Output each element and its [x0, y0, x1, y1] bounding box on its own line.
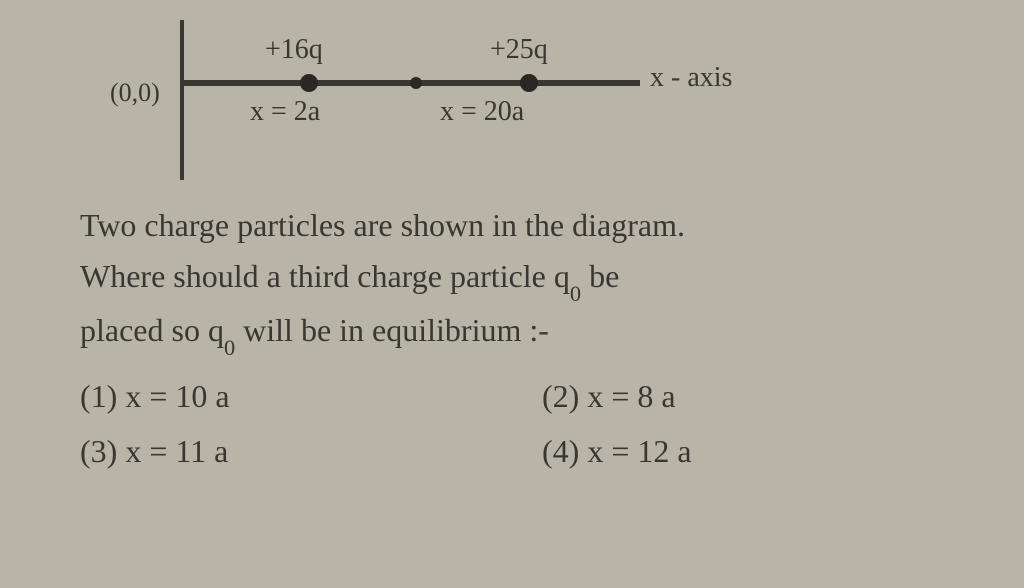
charge-1-label: +16q [265, 34, 323, 66]
question-line-1: Two charge particles are shown in the di… [80, 200, 964, 251]
x-axis-label: x - axis [650, 62, 732, 94]
option-1: (1) x = 10 a [80, 378, 502, 415]
origin-label: (0,0) [110, 78, 160, 108]
question-line-3: placed so q0 will be in equilibrium :- [80, 305, 964, 359]
charge-2-label: +25q [490, 34, 548, 66]
option-4: (4) x = 12 a [542, 433, 964, 470]
charge-2-dot [520, 74, 538, 92]
charge-2-position: x = 20a [440, 96, 524, 128]
charge-1-position: x = 2a [250, 96, 320, 128]
answer-options: (1) x = 10 a (2) x = 8 a (3) x = 11 a (4… [60, 378, 964, 470]
charge-1-dot [300, 74, 318, 92]
question-line-2: Where should a third charge particle q0 … [80, 251, 964, 305]
midpoint-dot [410, 77, 422, 89]
option-3: (3) x = 11 a [80, 433, 502, 470]
question-text: Two charge particles are shown in the di… [60, 200, 964, 360]
charge-diagram: (0,0) +16q x = 2a +25q x = 20a x - axis [100, 20, 964, 180]
y-axis-line [180, 20, 184, 180]
option-2: (2) x = 8 a [542, 378, 964, 415]
